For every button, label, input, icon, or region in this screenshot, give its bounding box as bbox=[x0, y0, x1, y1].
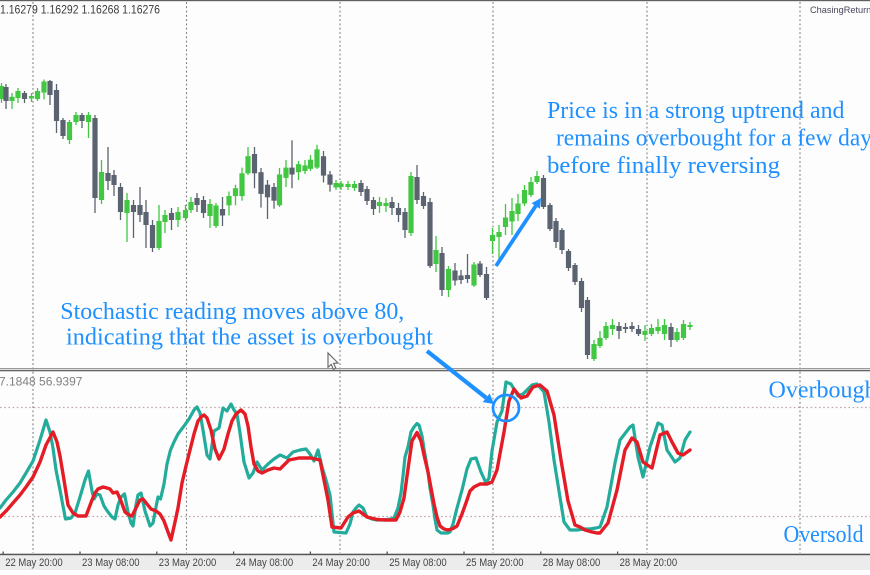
svg-text:indicating that the asset is o: indicating that the asset is overbought bbox=[66, 325, 433, 351]
svg-text:23 May 20:00: 23 May 20:00 bbox=[159, 557, 217, 569]
svg-text:Oversold: Oversold bbox=[784, 522, 864, 548]
svg-text:22 May 20:00: 22 May 20:00 bbox=[5, 557, 63, 569]
svg-text:before finally reversing: before finally reversing bbox=[547, 153, 780, 179]
svg-text:28 May 08:00: 28 May 08:00 bbox=[543, 557, 601, 569]
svg-text:23 May 08:00: 23 May 08:00 bbox=[82, 557, 140, 569]
svg-text:1.16279 1.16292 1.16268 1.1627: 1.16279 1.16292 1.16268 1.16276 bbox=[0, 3, 160, 17]
svg-text:remains overbought for a few d: remains overbought for a few days bbox=[556, 126, 870, 152]
svg-text:Price is in a strong uptrend a: Price is in a strong uptrend and bbox=[547, 98, 845, 124]
svg-text:25 May 08:00: 25 May 08:00 bbox=[389, 557, 447, 569]
svg-text:Overbought: Overbought bbox=[769, 377, 870, 403]
svg-text:28 May 20:00: 28 May 20:00 bbox=[620, 557, 678, 569]
svg-text:ChasingReturns: ChasingReturns bbox=[810, 5, 870, 15]
svg-text:7.1848 56.9397: 7.1848 56.9397 bbox=[0, 375, 83, 389]
svg-text:24 May 08:00: 24 May 08:00 bbox=[236, 557, 294, 569]
svg-text:25 May 20:00: 25 May 20:00 bbox=[466, 557, 524, 569]
svg-text:24 May 20:00: 24 May 20:00 bbox=[312, 557, 370, 569]
svg-text:Stochastic reading moves above: Stochastic reading moves above 80, bbox=[60, 299, 404, 325]
